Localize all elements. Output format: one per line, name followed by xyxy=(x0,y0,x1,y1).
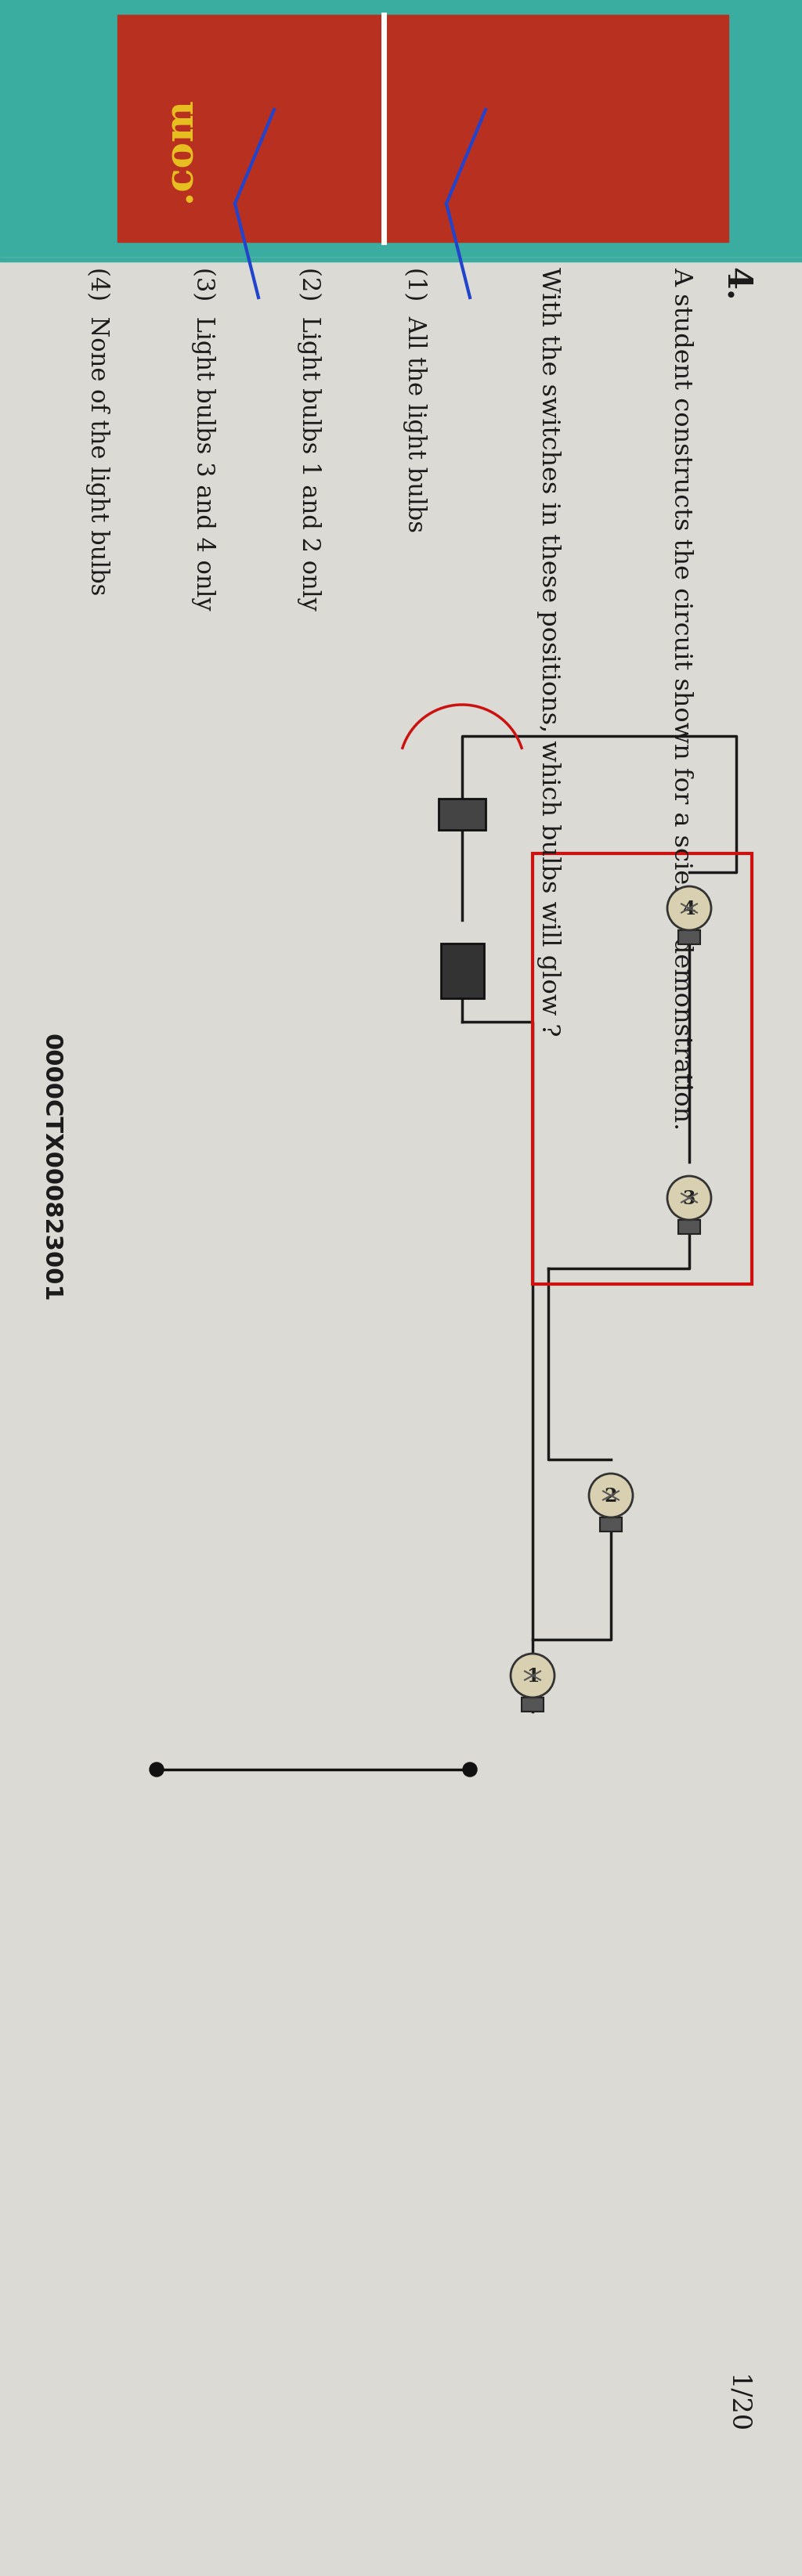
Text: 1: 1 xyxy=(526,1667,539,1685)
Bar xyxy=(439,799,485,829)
Text: 4.: 4. xyxy=(719,268,752,301)
Bar xyxy=(600,1517,622,1533)
Bar xyxy=(533,855,752,1285)
Circle shape xyxy=(667,1177,711,1221)
Bar xyxy=(678,930,700,945)
Text: (3)  Light bulbs 3 and 4 only: (3) Light bulbs 3 and 4 only xyxy=(192,268,216,611)
Text: (4)  None of the light bulbs: (4) None of the light bulbs xyxy=(86,268,110,595)
Bar xyxy=(521,1698,544,1713)
Bar xyxy=(440,943,484,999)
Text: 0000CTX000823001: 0000CTX000823001 xyxy=(39,1033,63,1301)
Text: A student constructs the circuit shown for a science demonstration.: A student constructs the circuit shown f… xyxy=(669,268,694,1131)
Circle shape xyxy=(589,1473,633,1517)
Text: 4: 4 xyxy=(683,899,695,917)
Text: 2: 2 xyxy=(605,1486,618,1504)
Circle shape xyxy=(463,1762,477,1777)
Circle shape xyxy=(150,1762,164,1777)
Text: (2)  Light bulbs 1 and 2 only: (2) Light bulbs 1 and 2 only xyxy=(297,268,322,611)
Bar xyxy=(678,1221,700,1234)
Bar xyxy=(0,258,802,263)
Text: With the switches in these positions, which bulbs will glow ?: With the switches in these positions, wh… xyxy=(536,268,561,1036)
Text: .com: .com xyxy=(161,98,200,201)
Bar xyxy=(117,15,728,242)
Circle shape xyxy=(511,1654,554,1698)
Bar xyxy=(0,258,802,2576)
Text: 1/20: 1/20 xyxy=(723,2375,749,2434)
Text: (1)  All the light bulbs: (1) All the light bulbs xyxy=(403,268,427,533)
Text: 3: 3 xyxy=(683,1190,695,1208)
Circle shape xyxy=(667,886,711,930)
Bar xyxy=(0,0,802,258)
